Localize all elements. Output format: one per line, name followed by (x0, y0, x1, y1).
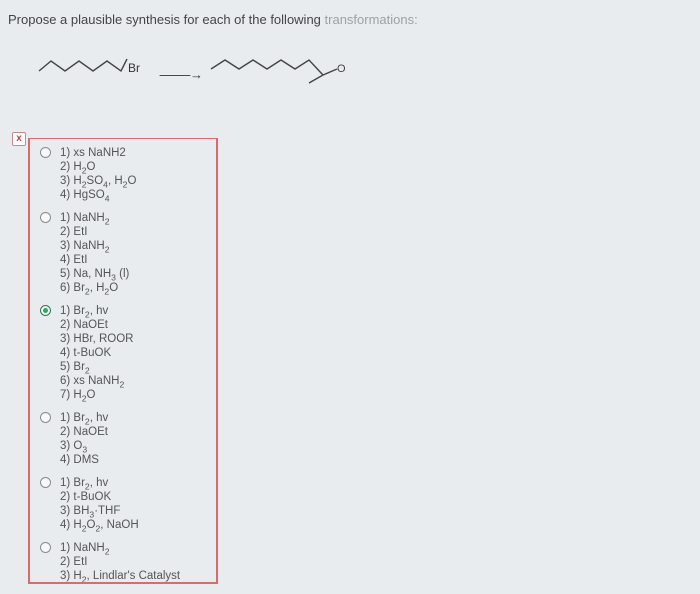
option-step: 1) xs NaNH2 (60, 146, 210, 160)
option-step: 2) EtI (60, 555, 210, 569)
answer-options-panel: 1) xs NaNH22) H2O3) H2SO4, H2O4) HgSO41)… (28, 138, 218, 584)
answer-option[interactable]: 1) Br2, hv2) NaOEt3) HBr, ROOR4) t-BuOK5… (30, 301, 216, 408)
radio-button[interactable] (40, 147, 51, 158)
option-step: 7) H2O (60, 388, 210, 402)
option-step: 1) Br2, hv (60, 476, 210, 490)
option-step: 3) BH3·THF (60, 504, 210, 518)
bromine-label: Br (128, 61, 140, 75)
prompt-main: Propose a plausible synthesis for each o… (8, 12, 325, 27)
option-step: 6) Br2, H2O (60, 281, 210, 295)
option-step: 5) Br2 (60, 360, 210, 374)
option-step: 4) EtI (60, 253, 210, 267)
option-step: 4) DMS (60, 453, 210, 467)
oxygen-label: O (337, 63, 346, 75)
reaction-scheme: O Br ⸻→ (31, 53, 700, 93)
answer-option[interactable]: 1) xs NaNH22) H2O3) H2SO4, H2O4) HgSO4 (30, 143, 216, 208)
option-step: 1) NaNH2 (60, 211, 210, 225)
close-icon[interactable]: x (12, 132, 26, 146)
option-step: 2) H2O (60, 160, 210, 174)
option-step: 2) t-BuOK (60, 490, 210, 504)
option-step: 6) xs NaNH2 (60, 374, 210, 388)
product-structure (211, 60, 337, 83)
option-step: 2) EtI (60, 225, 210, 239)
option-step: 3) HBr, ROOR (60, 332, 210, 346)
option-step: 3) H2, Lindlar's Catalyst (60, 569, 210, 583)
option-step: 4) t-BuOK (60, 346, 210, 360)
option-step: 1) NaNH2 (60, 541, 210, 555)
radio-button[interactable] (40, 212, 51, 223)
option-step: 3) H2SO4, H2O (60, 174, 210, 188)
radio-button[interactable] (40, 412, 51, 423)
answer-option[interactable]: 1) NaNH22) EtI3) NaNH24) EtI5) Na, NH3 (… (30, 208, 216, 301)
option-step: 3) NaNH2 (60, 239, 210, 253)
option-step: 1) Br2, hv (60, 411, 210, 425)
answer-option[interactable]: 1) Br2, hv2) t-BuOK3) BH3·THF4) H2O2, Na… (30, 473, 216, 538)
option-step: 2) NaOEt (60, 425, 210, 439)
reaction-arrow: ⸻→ (159, 64, 202, 83)
answer-option[interactable]: 1) NaNH22) EtI3) H2, Lindlar's Catalyst (30, 538, 216, 584)
radio-button[interactable] (40, 477, 51, 488)
option-step: 3) O3 (60, 439, 210, 453)
option-step: 2) NaOEt (60, 318, 210, 332)
option-step: 5) Na, NH3 (l) (60, 267, 210, 281)
option-step: 4) HgSO4 (60, 188, 210, 202)
option-step: 4) H2O2, NaOH (60, 518, 210, 532)
reactant-structure (39, 59, 127, 71)
option-step: 1) Br2, hv (60, 304, 210, 318)
radio-button[interactable] (40, 305, 51, 316)
radio-button[interactable] (40, 542, 51, 553)
question-prompt: Propose a plausible synthesis for each o… (6, 12, 700, 27)
answer-option[interactable]: 1) Br2, hv2) NaOEt3) O34) DMS (30, 408, 216, 473)
prompt-faded: transformations: (325, 12, 418, 27)
